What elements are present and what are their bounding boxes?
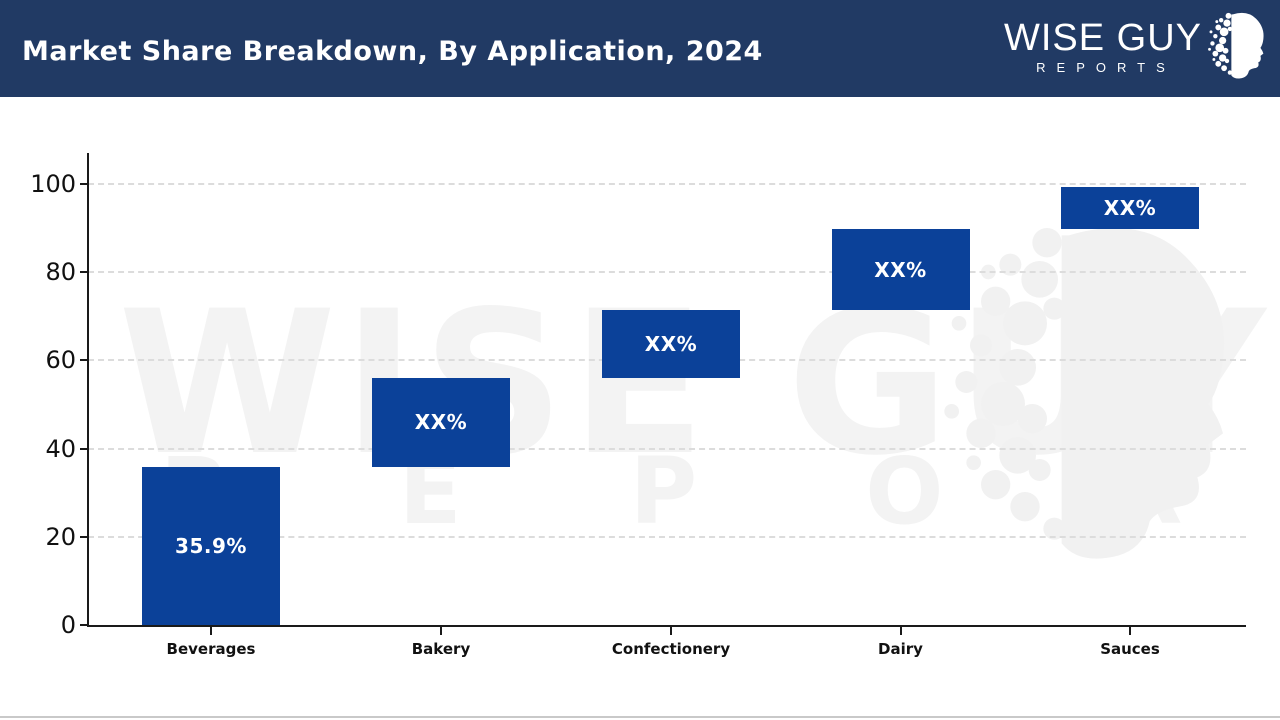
y-axis-tick	[80, 359, 88, 362]
bar-value-label: XX%	[414, 410, 468, 435]
x-axis-line	[87, 625, 1246, 627]
y-axis-tick-label: 40	[45, 434, 76, 463]
bar-confectionery: XX%	[602, 309, 740, 379]
y-axis-tick	[80, 624, 88, 626]
bar-beverages: 35.9%	[142, 466, 280, 625]
y-axis-tick	[80, 535, 88, 538]
bar-dairy: XX%	[831, 229, 970, 310]
bar-value-label: XX%	[874, 257, 927, 282]
y-axis-line	[87, 153, 89, 627]
bar-value-label: 35.9%	[175, 533, 247, 558]
gridline-40	[88, 447, 1246, 450]
bar-value-label: XX%	[1103, 195, 1157, 220]
gridline-20	[88, 535, 1246, 538]
x-axis-category-label: Confectionery	[611, 640, 731, 658]
x-axis-tick	[670, 627, 672, 635]
gridline-80	[88, 271, 1246, 274]
logo-wiseguy-label: WISE GUY	[1003, 17, 1202, 59]
x-axis-tick	[1129, 627, 1131, 635]
y-axis-tick-label: 20	[45, 522, 76, 551]
x-axis-tick	[899, 627, 902, 635]
gridline-100	[88, 183, 1246, 185]
x-axis-category-label: Bakery	[411, 640, 471, 658]
bottom-divider	[0, 716, 1280, 718]
y-axis-tick-label: 60	[45, 346, 76, 375]
x-axis-category-label: Sauces	[1100, 640, 1160, 658]
logo-reports-label: REPORTS	[1036, 60, 1176, 75]
y-axis-tick	[80, 271, 88, 274]
y-axis-tick-label: 0	[60, 611, 76, 639]
y-axis-tick-label: 100	[30, 170, 76, 198]
x-axis-category-label: Dairy	[878, 640, 923, 658]
bar-value-label: XX%	[644, 331, 698, 356]
wiseguy-head-icon	[1208, 12, 1264, 79]
bar-sauces: XX%	[1061, 186, 1199, 229]
y-axis-tick	[80, 183, 88, 185]
x-axis-category-label: Beverages	[166, 640, 256, 658]
y-axis-tick-label: 80	[45, 258, 76, 287]
wiseguy-logo: WISE GUY REPORTS	[1004, 6, 1268, 92]
x-axis-tick	[440, 627, 442, 635]
chart-title: Market Share Breakdown, By Application, …	[22, 36, 763, 67]
wiseguy-logo-text: WISE GUY REPORTS	[1004, 18, 1202, 75]
bar-bakery: XX%	[372, 378, 510, 467]
x-axis-tick	[210, 627, 212, 635]
header-bar: Market Share Breakdown, By Application, …	[0, 0, 1280, 97]
y-axis-tick	[80, 447, 88, 450]
